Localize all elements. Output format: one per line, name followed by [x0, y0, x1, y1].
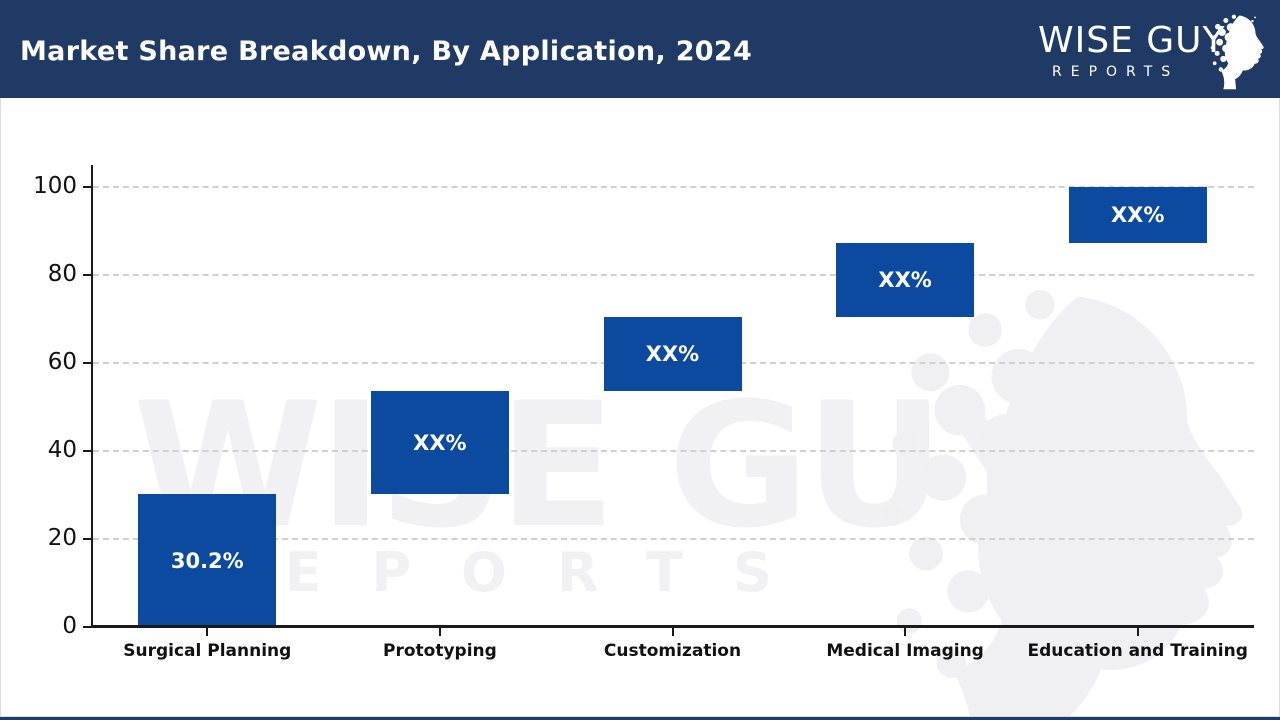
logo-text: WISE GUY — [1038, 20, 1226, 61]
y-tick — [83, 626, 91, 628]
wise-guy-logo: WISE GUY REPORTS — [1016, 6, 1268, 92]
y-tick-label: 0 — [62, 613, 77, 639]
x-tick — [904, 628, 907, 636]
logo-subtext: REPORTS — [1052, 64, 1180, 80]
footer-bar — [0, 716, 1280, 720]
head-silhouette-icon — [1210, 14, 1264, 90]
bar-1: 30.2% — [138, 494, 277, 627]
bar-5: XX% — [1068, 187, 1207, 244]
x-tick-label: Medical Imaging — [826, 641, 984, 661]
gridline-20 — [93, 538, 1254, 540]
bar-label: XX% — [645, 341, 700, 366]
y-tick — [83, 538, 91, 540]
x-tick — [438, 628, 441, 636]
gridline-100 — [93, 186, 1254, 188]
x-tick-label: Surgical Planning — [123, 641, 292, 661]
header: Market Share Breakdown, By Application, … — [0, 0, 1280, 98]
y-axis-line — [91, 165, 93, 627]
y-tick — [83, 274, 91, 276]
x-tick-label: Prototyping — [382, 641, 497, 661]
y-tick-label: 80 — [47, 261, 77, 287]
y-tick-label: 100 — [33, 173, 77, 199]
bar-2: XX% — [370, 391, 509, 495]
y-tick — [83, 186, 91, 188]
bar-4: XX% — [836, 243, 975, 317]
watermark-subtext: REPORTS — [193, 541, 822, 604]
x-tick-label: Customization — [603, 641, 742, 661]
bar-label: 30.2% — [170, 548, 244, 573]
y-tick — [83, 450, 91, 452]
x-axis-line — [91, 625, 1254, 628]
chart-area: WISE GUY REPORTS 30.2% XX% XX% XX% XX% 0 20 40… — [0, 98, 1280, 720]
plot: 30.2% XX% XX% XX% XX% — [91, 165, 1254, 628]
gridline-80 — [93, 274, 1254, 276]
y-tick-label: 20 — [47, 525, 77, 551]
x-tick-label: Education and Training — [1027, 641, 1248, 661]
watermark-text: WISE GUY — [133, 365, 1065, 566]
y-tick-label: 40 — [47, 437, 77, 463]
watermark-head-icon — [881, 290, 1243, 720]
y-tick-label: 60 — [47, 349, 77, 375]
y-tick — [83, 362, 91, 364]
page-title: Market Share Breakdown, By Application, … — [20, 36, 753, 67]
bar-3: XX% — [603, 316, 742, 392]
x-tick — [671, 628, 674, 636]
bar-label: XX% — [413, 430, 467, 455]
bar-label: XX% — [878, 268, 932, 293]
gridline-40 — [93, 450, 1254, 452]
bar-label: XX% — [1110, 203, 1165, 228]
x-tick — [206, 628, 209, 636]
x-tick — [1136, 628, 1139, 636]
